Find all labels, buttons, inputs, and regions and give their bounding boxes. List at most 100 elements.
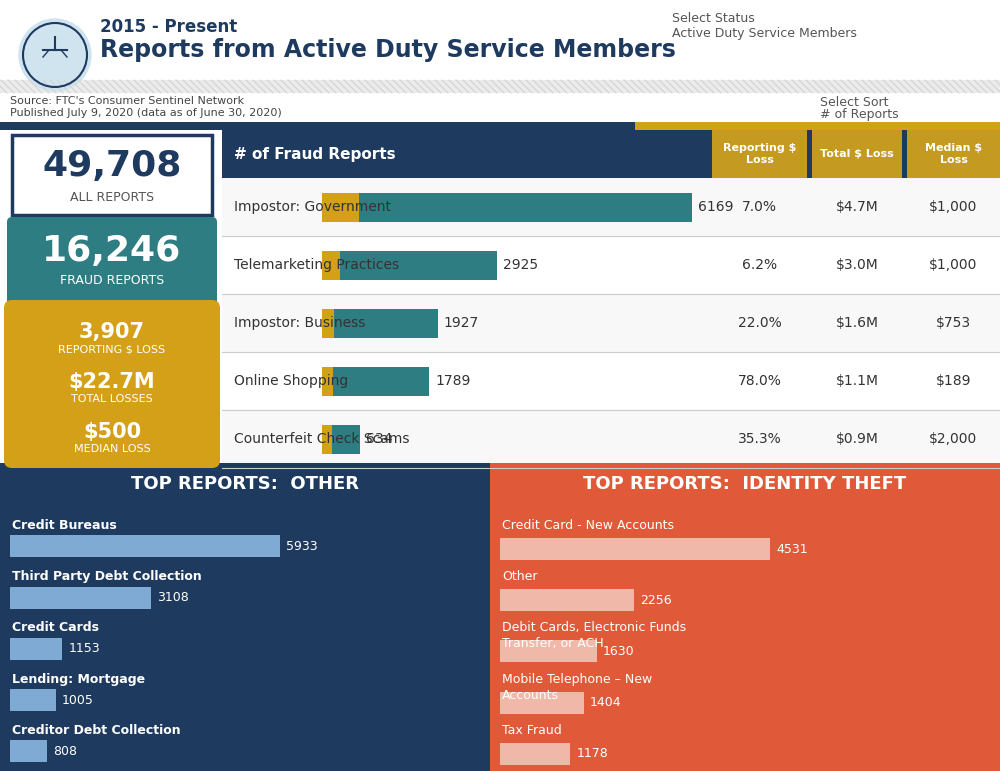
Bar (812, 130, 902, 178)
Bar (10, 689, 56, 711)
Text: $1,000: $1,000 (929, 200, 978, 214)
Text: FRAUD REPORTS: FRAUD REPORTS (60, 274, 164, 287)
Text: $2,000: $2,000 (929, 432, 978, 446)
Bar (322, 308, 334, 338)
Text: $1.6M: $1.6M (836, 316, 879, 330)
Text: 1153: 1153 (68, 642, 100, 655)
Text: 7.0%: 7.0% (742, 200, 777, 214)
Text: 4531: 4531 (776, 543, 808, 556)
Bar (490, 463, 1000, 771)
Text: 1789: 1789 (435, 374, 471, 388)
Text: 1630: 1630 (603, 645, 635, 658)
Text: Debit Cards, Electronic Funds
Transfer, or ACH: Debit Cards, Electronic Funds Transfer, … (502, 621, 686, 651)
Text: 1927: 1927 (444, 316, 479, 330)
Text: 3,907: 3,907 (79, 322, 145, 342)
Text: 1005: 1005 (62, 694, 94, 706)
Bar (340, 251, 497, 280)
Text: Impostor: Business: Impostor: Business (234, 316, 365, 330)
Bar (0, 463, 490, 771)
Bar (10, 638, 62, 660)
Bar (500, 641, 597, 662)
Text: Counterfeit Check Scams: Counterfeit Check Scams (234, 432, 410, 446)
Text: MEDIAN LOSS: MEDIAN LOSS (74, 444, 150, 454)
Text: Third Party Debt Collection: Third Party Debt Collection (12, 571, 202, 583)
Circle shape (19, 19, 91, 91)
Bar (10, 587, 151, 608)
Bar (222, 236, 1000, 294)
Text: Reporting $
Loss: Reporting $ Loss (723, 143, 796, 165)
Text: $1,000: $1,000 (929, 258, 978, 272)
Text: Creditor Debt Collection: Creditor Debt Collection (12, 724, 181, 737)
Bar (635, 122, 1000, 130)
Text: 78.0%: 78.0% (738, 374, 781, 388)
Bar (322, 251, 340, 280)
Text: $4.7M: $4.7M (836, 200, 878, 214)
Text: $500: $500 (83, 422, 141, 442)
Text: 1178: 1178 (576, 747, 608, 760)
Text: 2015 - Present: 2015 - Present (100, 18, 237, 36)
Text: 2256: 2256 (640, 594, 672, 607)
Bar (333, 366, 429, 396)
Text: Impostor: Government: Impostor: Government (234, 200, 391, 214)
Text: 6.2%: 6.2% (742, 258, 777, 272)
Text: 2925: 2925 (503, 258, 539, 272)
Text: Active Duty Service Members: Active Duty Service Members (672, 27, 857, 40)
Text: Credit Bureaus: Credit Bureaus (12, 519, 117, 532)
Text: 808: 808 (53, 745, 77, 758)
Text: Tax Fraud: Tax Fraud (502, 724, 562, 737)
Text: # of Fraud Reports: # of Fraud Reports (234, 146, 396, 161)
Bar (334, 308, 438, 338)
Text: $22.7M: $22.7M (69, 372, 155, 392)
Bar (500, 692, 584, 714)
Bar (500, 742, 570, 765)
Text: Other: Other (502, 571, 538, 583)
Text: 634: 634 (366, 432, 392, 446)
Bar (222, 352, 1000, 410)
Text: Published July 9, 2020 (data as of June 30, 2020): Published July 9, 2020 (data as of June … (10, 108, 282, 118)
Bar (0, 80, 1000, 93)
Text: TOP REPORTS:  OTHER: TOP REPORTS: OTHER (131, 475, 359, 493)
Text: ALL REPORTS: ALL REPORTS (70, 191, 154, 204)
Text: REPORTING $ LOSS: REPORTING $ LOSS (58, 344, 166, 354)
Text: Total $ Loss: Total $ Loss (820, 149, 894, 159)
Text: 16,246: 16,246 (42, 234, 182, 268)
Text: Median $
Loss: Median $ Loss (925, 143, 982, 165)
Text: Source: FTC's Consumer Sentinel Network: Source: FTC's Consumer Sentinel Network (10, 96, 244, 106)
Text: TOTAL LOSSES: TOTAL LOSSES (71, 394, 153, 404)
Bar (0, 122, 635, 130)
Text: Telemarketing Practices: Telemarketing Practices (234, 258, 399, 272)
FancyBboxPatch shape (4, 300, 220, 468)
Text: $189: $189 (936, 374, 971, 388)
Bar (322, 366, 333, 396)
Text: 5933: 5933 (286, 540, 318, 553)
Text: Mobile Telephone – New
Accounts: Mobile Telephone – New Accounts (502, 672, 652, 702)
Bar (12, 135, 212, 215)
Bar (0, 130, 1000, 462)
Text: TOP REPORTS:  IDENTITY THEFT: TOP REPORTS: IDENTITY THEFT (583, 475, 907, 493)
Bar (500, 538, 770, 560)
Text: 3108: 3108 (157, 591, 189, 604)
Text: 22.0%: 22.0% (738, 316, 781, 330)
Bar (10, 740, 47, 763)
Bar (359, 193, 692, 221)
Text: $753: $753 (936, 316, 971, 330)
Bar (322, 193, 359, 221)
Text: Credit Card - New Accounts: Credit Card - New Accounts (502, 519, 674, 532)
Text: $0.9M: $0.9M (836, 432, 878, 446)
Bar (712, 130, 807, 178)
Text: # of Reports: # of Reports (820, 108, 899, 121)
Bar (10, 536, 280, 557)
Text: 49,708: 49,708 (42, 149, 182, 183)
Bar (907, 130, 1000, 178)
Text: Credit Cards: Credit Cards (12, 621, 99, 635)
Bar (222, 178, 1000, 236)
Bar (222, 130, 1000, 178)
Bar (322, 425, 332, 453)
Bar (500, 589, 634, 611)
Text: Reports from Active Duty Service Members: Reports from Active Duty Service Members (100, 38, 676, 62)
Bar (222, 294, 1000, 352)
Text: 6169: 6169 (698, 200, 734, 214)
Text: 35.3%: 35.3% (738, 432, 781, 446)
Text: 1404: 1404 (590, 696, 621, 709)
Text: Select Sort: Select Sort (820, 96, 889, 109)
